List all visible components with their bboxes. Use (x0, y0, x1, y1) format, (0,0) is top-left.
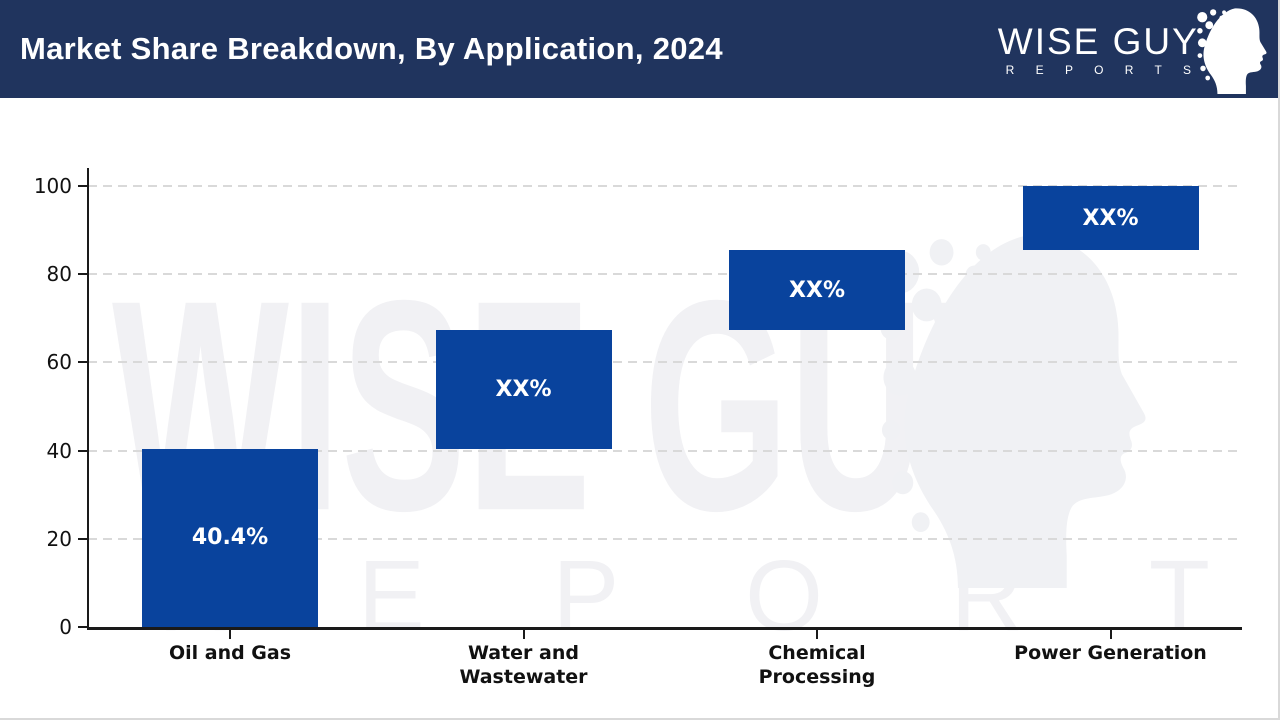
logo-wordmark: WISE GUY (997, 21, 1199, 62)
x-tick (1109, 630, 1112, 639)
header: Market Share Breakdown, By Application, … (0, 0, 1278, 98)
bar: XX% (1022, 186, 1199, 251)
bar-value-label: XX% (495, 377, 552, 403)
watermark-head-icon (876, 226, 1174, 588)
y-tick (78, 537, 87, 540)
bar: 40.4% (142, 448, 318, 627)
y-axis-tick-label: 100 (33, 174, 72, 198)
gridline (88, 537, 1240, 540)
page-title: Market Share Breakdown, By Application, … (20, 31, 723, 66)
y-axis (87, 168, 89, 630)
x-tick (522, 630, 525, 639)
gridline (88, 185, 1240, 187)
chart-area: WISE GUY R E P O R T S 02040608010040.4%… (0, 98, 1278, 718)
bar: XX% (435, 330, 612, 449)
y-axis-tick-label: 60 (46, 350, 72, 375)
y-axis-tick-label: 40 (46, 438, 72, 463)
gridline (88, 449, 1240, 452)
y-tick (78, 273, 87, 276)
x-axis (87, 627, 1242, 630)
x-tick (229, 630, 231, 639)
logo-text: WISE GUY R E P O R T S (997, 23, 1200, 77)
y-axis-tick-label: 20 (46, 526, 72, 551)
x-axis-category-label: Water and Wastewater (459, 642, 588, 688)
bar-value-label: 40.4% (191, 525, 269, 551)
logo-subtext: R E P O R T S (1005, 63, 1200, 77)
y-tick (78, 449, 87, 452)
x-axis-category-label: Chemical Processing (758, 642, 876, 688)
x-axis-category-label: Power Generation (1014, 642, 1207, 664)
gridline (88, 273, 1240, 276)
wiseguy-reports-logo: WISE GUY R E P O R T S (997, 4, 1274, 96)
y-axis-tick-label: 80 (46, 262, 72, 287)
gridline (88, 361, 1240, 364)
bar-value-label: XX% (1082, 205, 1139, 231)
bar: XX% (729, 250, 905, 331)
y-axis-tick-label: 0 (59, 615, 72, 639)
head-silhouette-icon (1196, 6, 1274, 94)
x-tick (816, 630, 818, 639)
y-tick (78, 361, 87, 364)
y-tick (78, 626, 87, 628)
x-axis-category-label: Oil and Gas (168, 642, 292, 664)
bar-value-label: XX% (789, 277, 845, 303)
y-tick (78, 185, 87, 187)
